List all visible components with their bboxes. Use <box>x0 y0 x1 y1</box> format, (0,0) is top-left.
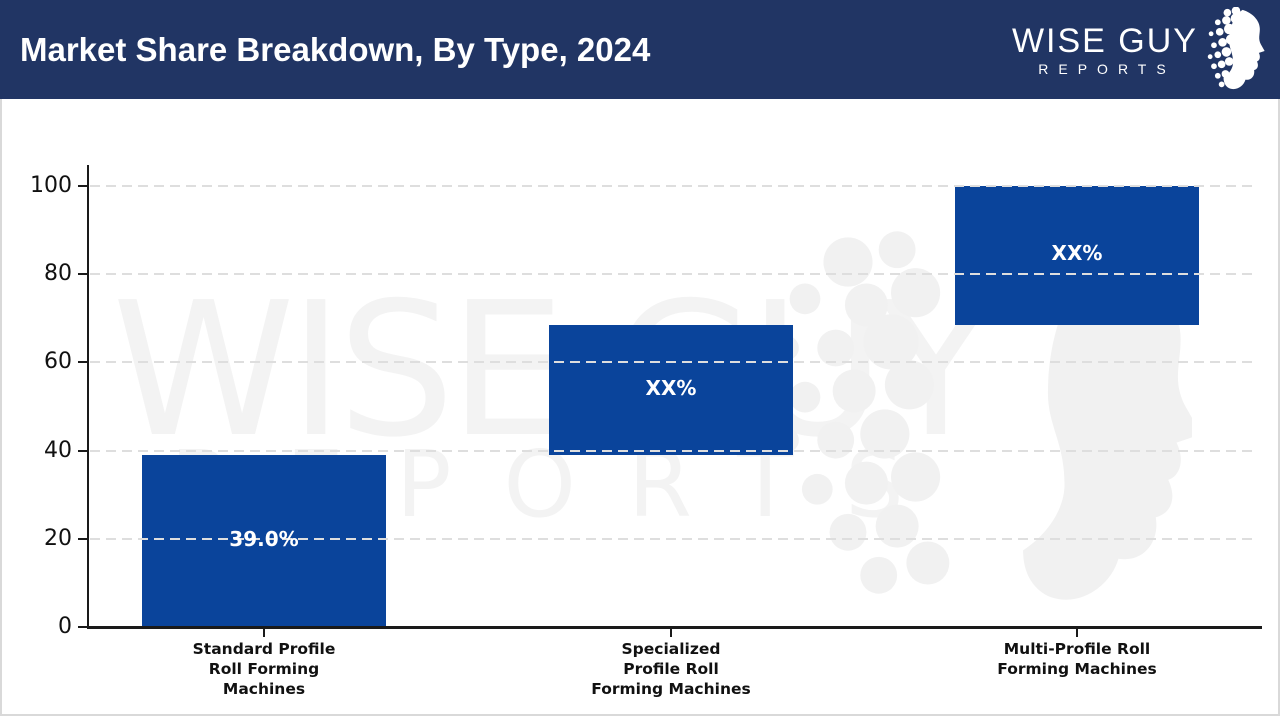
y-tick-label: 80 <box>44 261 72 287</box>
category-label-line: Multi-Profile Roll <box>1003 640 1151 658</box>
category-label: Specialized Profile Roll Forming Machines <box>501 639 841 699</box>
y-tick-label: 100 <box>30 173 72 198</box>
x-tick-mark <box>1076 629 1078 637</box>
logo-text: WISE GUY REPORTS <box>1012 23 1198 77</box>
x-tick-mark <box>670 629 672 637</box>
plot-area: WISE GUY REPORTS 0 20 40 60 80 100 39.0% Standa… <box>0 99 1280 714</box>
page-border-left <box>0 99 2 716</box>
gridline <box>90 185 1256 187</box>
logo-subtitle: REPORTS <box>1038 61 1176 77</box>
bar-value-label: 39.0% <box>229 527 299 551</box>
y-tick-label: 0 <box>58 614 72 639</box>
y-tick-label: 20 <box>44 525 72 551</box>
category-label-line: Profile Roll <box>623 660 719 678</box>
bar <box>955 186 1199 325</box>
bar-value-label: XX% <box>645 375 697 400</box>
header-bar: Market Share Breakdown, By Type, 2024 WI… <box>0 0 1280 99</box>
y-tick-mark <box>78 361 88 364</box>
y-tick-mark <box>78 185 88 187</box>
logo-name: WISE GUY <box>1011 22 1198 60</box>
bar <box>549 324 793 455</box>
bar-value-label: XX% <box>1051 241 1103 266</box>
dotted-head-icon <box>1207 7 1265 90</box>
y-tick-mark <box>78 626 88 628</box>
category-label: Standard Profile Roll Forming Machines <box>94 639 434 699</box>
gridline <box>90 537 1256 540</box>
category-label: Multi-Profile Roll Forming Machines <box>907 639 1247 679</box>
category-label-line: Standard Profile <box>192 640 336 658</box>
category-label-line: Forming Machines <box>997 660 1157 678</box>
category-label-line: Specialized <box>621 640 721 658</box>
gridline <box>90 361 1256 364</box>
bar <box>142 455 386 627</box>
x-axis-line <box>87 626 1262 629</box>
category-label-line: Forming Machines <box>591 680 751 698</box>
y-axis-line <box>87 165 89 628</box>
y-tick-mark <box>78 449 88 452</box>
x-tick-mark <box>263 629 265 637</box>
page-border-bottom <box>0 714 1280 716</box>
wise-guy-logo: WISE GUY REPORTS <box>1012 4 1268 96</box>
category-label-line: Machines <box>222 680 306 698</box>
y-tick-label: 60 <box>44 349 72 375</box>
gridline <box>90 449 1256 452</box>
chart-title: Market Share Breakdown, By Type, 2024 <box>20 30 651 68</box>
page-border-right <box>1278 99 1280 716</box>
y-tick-mark <box>78 273 88 276</box>
category-label-line: Roll Forming <box>208 660 320 678</box>
y-tick-mark <box>78 537 88 540</box>
gridline <box>90 273 1256 276</box>
y-tick-label: 40 <box>44 437 72 463</box>
watermark-head-icon <box>774 231 1192 600</box>
